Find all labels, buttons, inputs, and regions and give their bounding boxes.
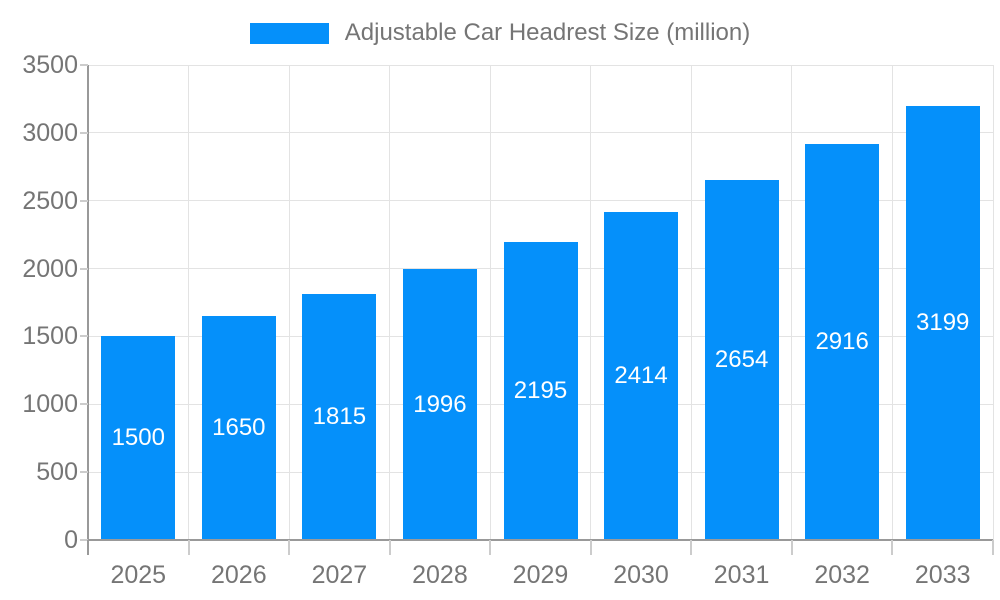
bar-value-label-2030: 2414 — [614, 362, 668, 390]
y-tick-label-1500: 1500 — [22, 322, 78, 351]
bar-value-label-2027: 1815 — [312, 402, 367, 430]
y-tick-label-1000: 1000 — [22, 390, 78, 419]
grid-line-x-1 — [188, 65, 190, 540]
y-tick-label-2000: 2000 — [22, 254, 78, 283]
y-tick-label-3000: 3000 — [22, 118, 78, 147]
y-tick-mark-1500 — [80, 335, 88, 338]
y-tick-label-3500: 3500 — [22, 51, 78, 79]
bar-2026: 1650 — [201, 316, 276, 540]
x-tick-mark-1 — [187, 540, 190, 555]
grid-line-y-3500 — [88, 64, 993, 66]
bar-value-label-2028: 1996 — [413, 390, 467, 418]
y-tick-label-2500: 2500 — [22, 186, 78, 215]
grid-line-x-4 — [489, 65, 491, 540]
x-tick-label-2033: 2033 — [914, 561, 971, 589]
bar-value-label-2032: 2916 — [815, 328, 869, 356]
x-tick-label-2026: 2026 — [211, 561, 267, 589]
grid-line-x-8 — [891, 65, 893, 540]
plot-area: 1500 1650 1815 1996 2195 2414 2654 2916 3199 — [87, 64, 994, 541]
x-tick-mark-7 — [790, 540, 793, 555]
x-tick-label-2029: 2029 — [512, 561, 569, 589]
y-axis-labels: 0 500 1000 1500 2000 2500 3000 3500 — [0, 0, 78, 600]
x-tick-label-2028: 2028 — [412, 561, 468, 589]
grid-line-x-9 — [992, 65, 994, 540]
y-axis-line — [87, 65, 89, 540]
y-tick-label-500: 500 — [36, 458, 78, 487]
bar-value-label-2026: 1650 — [212, 414, 266, 442]
bar-value-label-2029: 2195 — [513, 377, 568, 405]
x-tick-label-2027: 2027 — [311, 561, 368, 589]
bar-2025: 1500 — [101, 336, 176, 540]
x-tick-label-2031: 2031 — [713, 561, 770, 589]
x-axis-line — [88, 539, 993, 541]
grid-line-x-2 — [288, 65, 290, 540]
bar-2032: 2916 — [805, 144, 880, 540]
legend-label[interactable]: Adjustable Car Headrest Size (million) — [344, 19, 751, 46]
x-tick-label-2032: 2032 — [814, 561, 870, 589]
y-tick-mark-1000 — [80, 403, 88, 406]
bar-2029: 2195 — [503, 242, 578, 540]
grid-line-x-5 — [590, 65, 592, 540]
grid-line-y-3000 — [88, 132, 993, 134]
bar-value-label-2033: 3199 — [916, 308, 970, 336]
y-tick-mark-500 — [80, 471, 88, 474]
grid-line-x-6 — [690, 65, 692, 540]
bar-value-label-2031: 2654 — [714, 345, 769, 373]
x-tick-label-2030: 2030 — [613, 561, 669, 589]
bar-2028: 1996 — [402, 269, 477, 540]
y-tick-mark-3500 — [80, 64, 88, 66]
grid-line-y-2500 — [88, 200, 993, 202]
grid-line-x-7 — [791, 65, 793, 540]
y-tick-mark-0 — [80, 539, 88, 541]
x-tick-mark-0 — [87, 540, 89, 555]
y-tick-mark-2000 — [80, 267, 88, 270]
legend[interactable]: Adjustable Car Headrest Size (million) — [0, 16, 1000, 50]
bar-2030: 2414 — [604, 212, 679, 540]
x-tick-mark-2 — [288, 540, 291, 555]
x-tick-mark-4 — [489, 540, 492, 555]
y-tick-label-0: 0 — [64, 526, 78, 554]
bar-value-label-2025: 1500 — [111, 424, 165, 452]
x-tick-mark-6 — [690, 540, 693, 555]
bar-2033: 3199 — [905, 105, 980, 540]
bar-2027: 1815 — [302, 293, 377, 540]
x-tick-mark-5 — [589, 540, 592, 555]
grid-line-x-3 — [389, 65, 391, 540]
x-tick-mark-8 — [891, 540, 894, 555]
y-tick-mark-3000 — [80, 131, 88, 134]
x-tick-mark-3 — [388, 540, 391, 555]
x-tick-label-2025: 2025 — [110, 561, 167, 589]
legend-swatch[interactable] — [249, 22, 329, 44]
x-tick-mark-9 — [992, 540, 994, 555]
y-tick-mark-2500 — [80, 199, 88, 202]
bar-2031: 2654 — [704, 179, 779, 540]
